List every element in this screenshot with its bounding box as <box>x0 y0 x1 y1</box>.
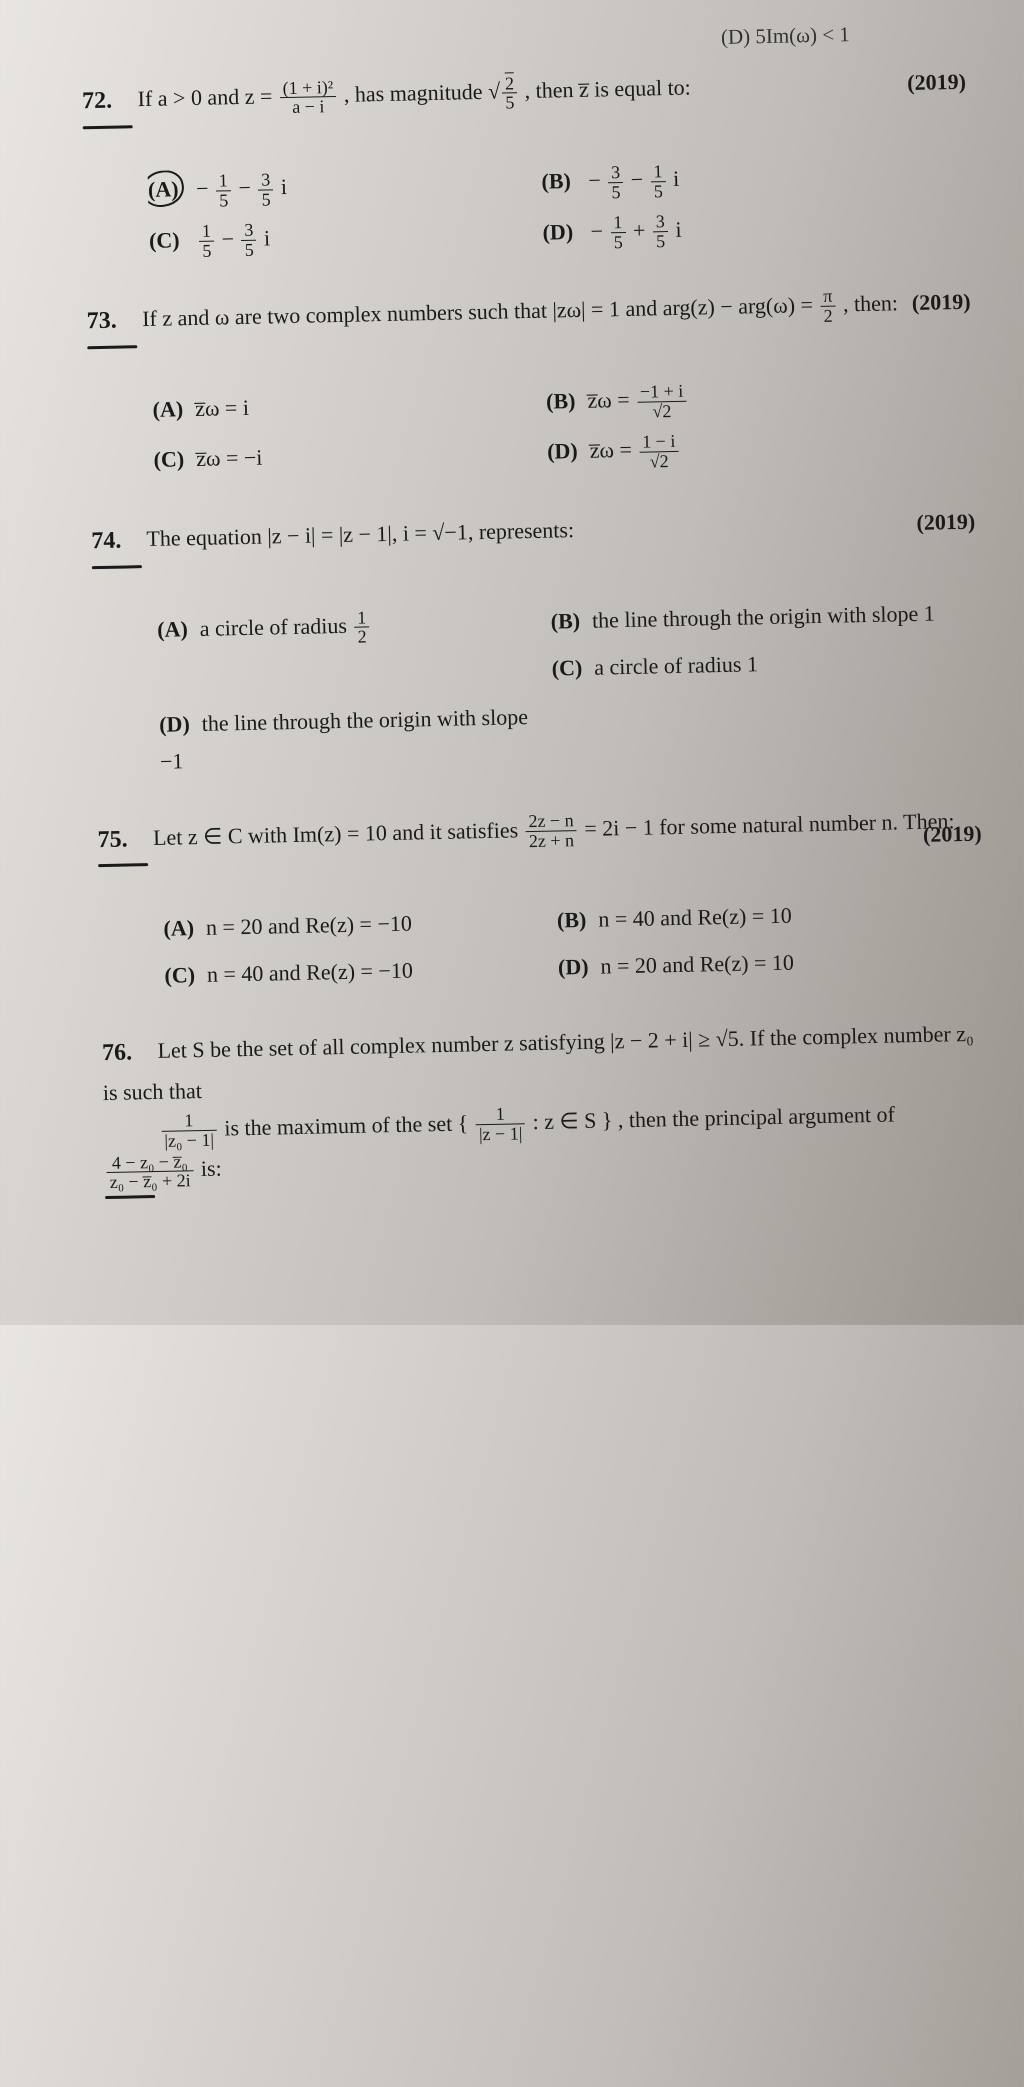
underline-mark <box>83 125 133 129</box>
question-number: 76. <box>102 1033 153 1075</box>
year-tag: (2019) <box>907 63 966 102</box>
question-stem: The equation |z − i| = |z − 1|, i = √−1,… <box>146 517 574 551</box>
fraction: π2 <box>820 287 836 326</box>
question-stem: Let z ∈ C with Im(z) = 10 and it satisfi… <box>153 808 955 850</box>
sqrt: √ <box>488 79 501 104</box>
question-stem: Let S be the set of all complex number z… <box>103 1021 974 1183</box>
option-a: (A) − 15 − 35 i <box>148 163 542 212</box>
year-tag: (2019) <box>911 283 970 322</box>
option-c: (C)a circle of radius 1 <box>551 642 945 688</box>
option-b: (B)n = 40 and Re(z) = 10 <box>557 893 951 939</box>
question-73: 73. If z and ω are two complex numbers s… <box>86 283 974 493</box>
year-tag: (2019) <box>916 502 975 541</box>
question-number: 74. <box>91 520 142 562</box>
fraction: 1|z − 1| <box>475 1104 525 1144</box>
opt-text: 5Im(ω) < 1 <box>755 22 850 48</box>
options-row: (A)z̅ω = i (B)z̅ω = −1 + i√2 (C)z̅ω = −i… <box>152 374 974 492</box>
options-row: (A)a circle of radius 12 (B)the line thr… <box>157 594 981 791</box>
underline-mark <box>98 863 148 867</box>
question-number: 73. <box>86 300 137 342</box>
underline-mark <box>105 1195 155 1199</box>
fraction: 25 <box>502 74 518 113</box>
option-d: (D)the line through the origin with slop… <box>159 697 554 780</box>
question-stem: If a > 0 and z = (1 + i)²a − i , has mag… <box>137 75 691 112</box>
underline-mark <box>92 565 142 569</box>
question-72: 72. If a > 0 and z = (1 + i)²a − i , has… <box>82 63 970 273</box>
option-d: (D)n = 20 and Re(z) = 10 <box>558 940 952 986</box>
question-76: 76. Let S be the set of all complex numb… <box>102 1015 990 1235</box>
option-a: (A)z̅ω = i <box>152 383 546 429</box>
options-row: (A) − 15 − 35 i (B) − 35 − 15 i (C) 15 −… <box>148 154 970 272</box>
partial-top-option: (D) 5Im(ω) < 1 <box>721 20 965 50</box>
fraction: 4 − z₀ − z̅₀z₀ − z̅₀ + 2i <box>106 1152 194 1193</box>
option-a: (A)n = 20 and Re(z) = −10 <box>163 901 557 947</box>
option-c: (C) 15 − 35 i <box>149 213 543 262</box>
fraction: 2z − n2z + n <box>525 811 577 851</box>
option-b: (B)z̅ω = −1 + i√2 <box>546 374 940 423</box>
fraction: 1|z₀ − 1| <box>161 1111 217 1151</box>
option-b: (B) − 35 − 15 i <box>541 155 935 204</box>
question-number: 72. <box>82 80 133 122</box>
option-b: (B)the line through the origin with slop… <box>550 594 944 640</box>
question-number: 75. <box>97 819 148 861</box>
option-d: (D)z̅ω = 1 − i√2 <box>547 425 941 474</box>
option-c: (C)z̅ω = −i <box>153 433 547 479</box>
option-d: (D) − 15 + 35 i <box>542 205 936 254</box>
opt-label: (D) <box>721 24 751 49</box>
question-74: 74. The equation |z − i| = |z − 1|, i = … <box>91 502 980 791</box>
option-a: (A)a circle of radius 12 <box>157 603 551 652</box>
underline-mark <box>87 345 137 349</box>
option-c: (C)n = 40 and Re(z) = −10 <box>164 949 558 995</box>
question-75: 75. Let z ∈ C with Im(z) = 10 and it sat… <box>97 801 985 1005</box>
options-row: (A)n = 20 and Re(z) = −10 (B)n = 40 and … <box>163 892 985 1004</box>
fraction: (1 + i)²a − i <box>279 78 336 118</box>
question-stem: If z and ω are two complex numbers such … <box>142 290 898 331</box>
